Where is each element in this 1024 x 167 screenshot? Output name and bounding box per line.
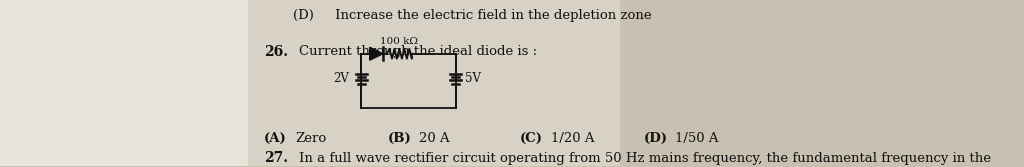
Text: Zero: Zero [296, 132, 327, 145]
Text: 5V: 5V [466, 72, 481, 85]
Text: (D): (D) [644, 132, 668, 145]
Text: (D)     Increase the electric field in the depletion zone: (D) Increase the electric field in the d… [293, 9, 651, 22]
Text: (A): (A) [264, 132, 287, 145]
Polygon shape [0, 0, 248, 166]
Text: In a full wave rectifier circuit operating from 50 Hz mains frequency, the funda: In a full wave rectifier circuit operati… [299, 152, 991, 165]
Text: 1/20 A: 1/20 A [551, 132, 595, 145]
Text: 20 A: 20 A [419, 132, 450, 145]
Text: 1/50 A: 1/50 A [675, 132, 719, 145]
Polygon shape [370, 47, 383, 60]
Text: 100 kΩ: 100 kΩ [381, 37, 419, 46]
Text: 2V: 2V [333, 72, 349, 85]
Text: Current through the ideal diode is :: Current through the ideal diode is : [299, 45, 537, 58]
Text: (C): (C) [520, 132, 543, 145]
Polygon shape [248, 0, 618, 166]
Text: 26.: 26. [264, 45, 288, 59]
Text: (B): (B) [388, 132, 412, 145]
Text: 27.: 27. [264, 151, 288, 165]
